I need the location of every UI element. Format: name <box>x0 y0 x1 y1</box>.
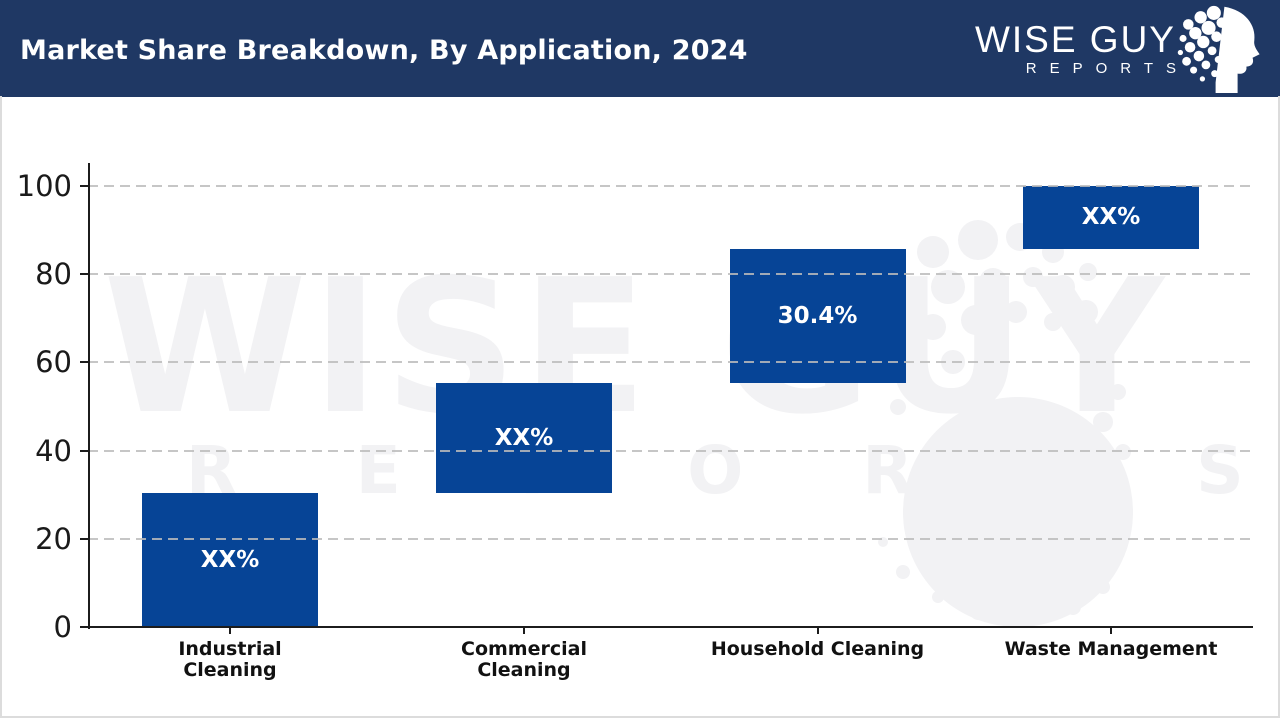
head-profile-dots-icon <box>1177 5 1260 93</box>
x-tick-mark <box>523 628 525 634</box>
x-axis-line <box>88 626 1253 628</box>
x-tick-mark <box>1110 628 1112 634</box>
bar-value-label: XX% <box>200 547 260 574</box>
y-tick-label: 40 <box>35 433 72 468</box>
y-tick-label: 0 <box>53 610 72 644</box>
bar-value-label: XX% <box>1081 204 1141 231</box>
gridline-y-40 <box>88 449 1253 452</box>
gridline-y-80 <box>88 273 1253 276</box>
gridline-y-20 <box>88 537 1253 540</box>
x-tick-mark <box>229 628 231 634</box>
bar-industrial-cleaning: XX% <box>142 493 318 627</box>
y-axis-line <box>88 163 90 629</box>
logo-wordmark: WISE GUY <box>974 18 1176 60</box>
y-tick-mark <box>80 449 88 452</box>
bar-value-label: 30.4% <box>777 302 858 329</box>
y-tick-mark <box>80 537 88 540</box>
x-category-label: Industrial Cleaning <box>178 638 282 681</box>
x-category-label: Waste Management <box>1004 638 1218 660</box>
brand-logo: WISE GUY REPORTS <box>975 4 1268 94</box>
y-tick-label: 60 <box>35 345 72 380</box>
logo-subtext: REPORTS <box>1025 59 1189 77</box>
x-category-label: Household Cleaning <box>710 638 925 660</box>
gridline-y-100 <box>88 185 1253 187</box>
bar-household-cleaning: 30.4% <box>729 248 906 383</box>
y-tick-label: 100 <box>16 169 72 203</box>
header: Market Share Breakdown, By Application, … <box>0 0 1280 97</box>
bar-commercial-cleaning: XX% <box>436 382 612 494</box>
x-tick-mark <box>816 628 819 634</box>
y-tick-mark <box>80 626 88 628</box>
y-tick-mark <box>80 361 88 364</box>
y-tick-label: 80 <box>35 257 72 292</box>
y-tick-label: 20 <box>35 521 72 556</box>
head-profile-dots-watermark-icon <box>872 220 1133 627</box>
x-category-label: Commercial Cleaning <box>461 638 587 681</box>
page-title: Market Share Breakdown, By Application, … <box>20 35 748 66</box>
brand-logo-text: WISE GUY REPORTS <box>974 18 1176 78</box>
bar-value-label: XX% <box>494 425 554 452</box>
gridline-y-60 <box>88 361 1253 364</box>
bar-waste-management: XX% <box>1023 186 1199 249</box>
y-tick-mark <box>80 185 88 187</box>
y-tick-mark <box>80 273 88 276</box>
